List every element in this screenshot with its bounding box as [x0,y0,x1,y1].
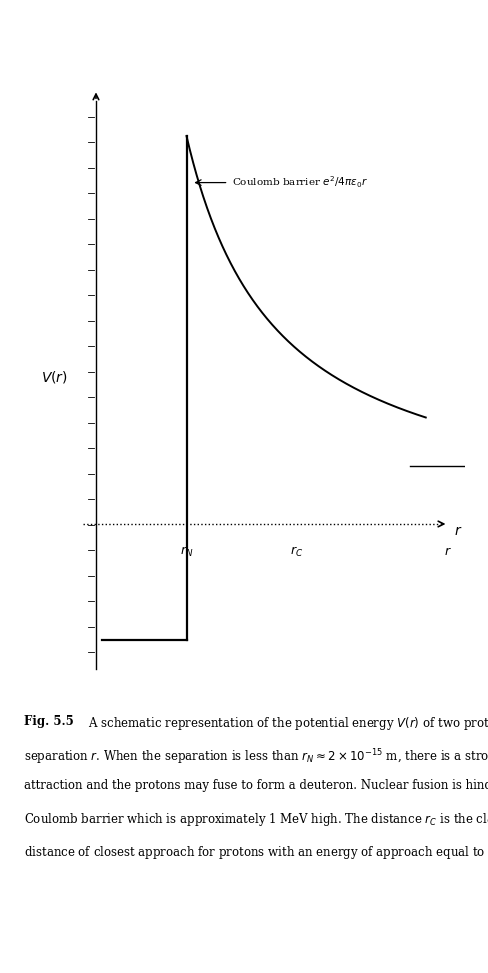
Text: separation $r$. When the separation is less than $r_N \approx 2 \times 10^{-15}$: separation $r$. When the separation is l… [24,747,488,767]
Text: $r_C$: $r_C$ [289,545,303,559]
Text: distance of closest approach for protons with an energy of approach equal to $E$: distance of closest approach for protons… [24,844,488,860]
Text: $r$: $r$ [453,524,461,538]
Text: Coulomb barrier which is approximately 1 MeV high. The distance $r_C$ is the cla: Coulomb barrier which is approximately 1… [24,811,488,828]
Text: $V(r)$: $V(r)$ [41,369,67,384]
Text: Coulomb barrier $e^2/4\pi\varepsilon_0 r$: Coulomb barrier $e^2/4\pi\varepsilon_0 r… [231,175,367,191]
Text: A schematic representation of the potential energy $V(r)$ of two protons with: A schematic representation of the potent… [81,715,488,732]
Text: attraction and the protons may fuse to form a deuteron. Nuclear fusion is hinder: attraction and the protons may fuse to f… [24,779,488,792]
Text: $r$: $r$ [444,545,451,559]
Text: Fig. 5.5: Fig. 5.5 [24,715,74,728]
Text: $r_N$: $r_N$ [180,545,193,559]
